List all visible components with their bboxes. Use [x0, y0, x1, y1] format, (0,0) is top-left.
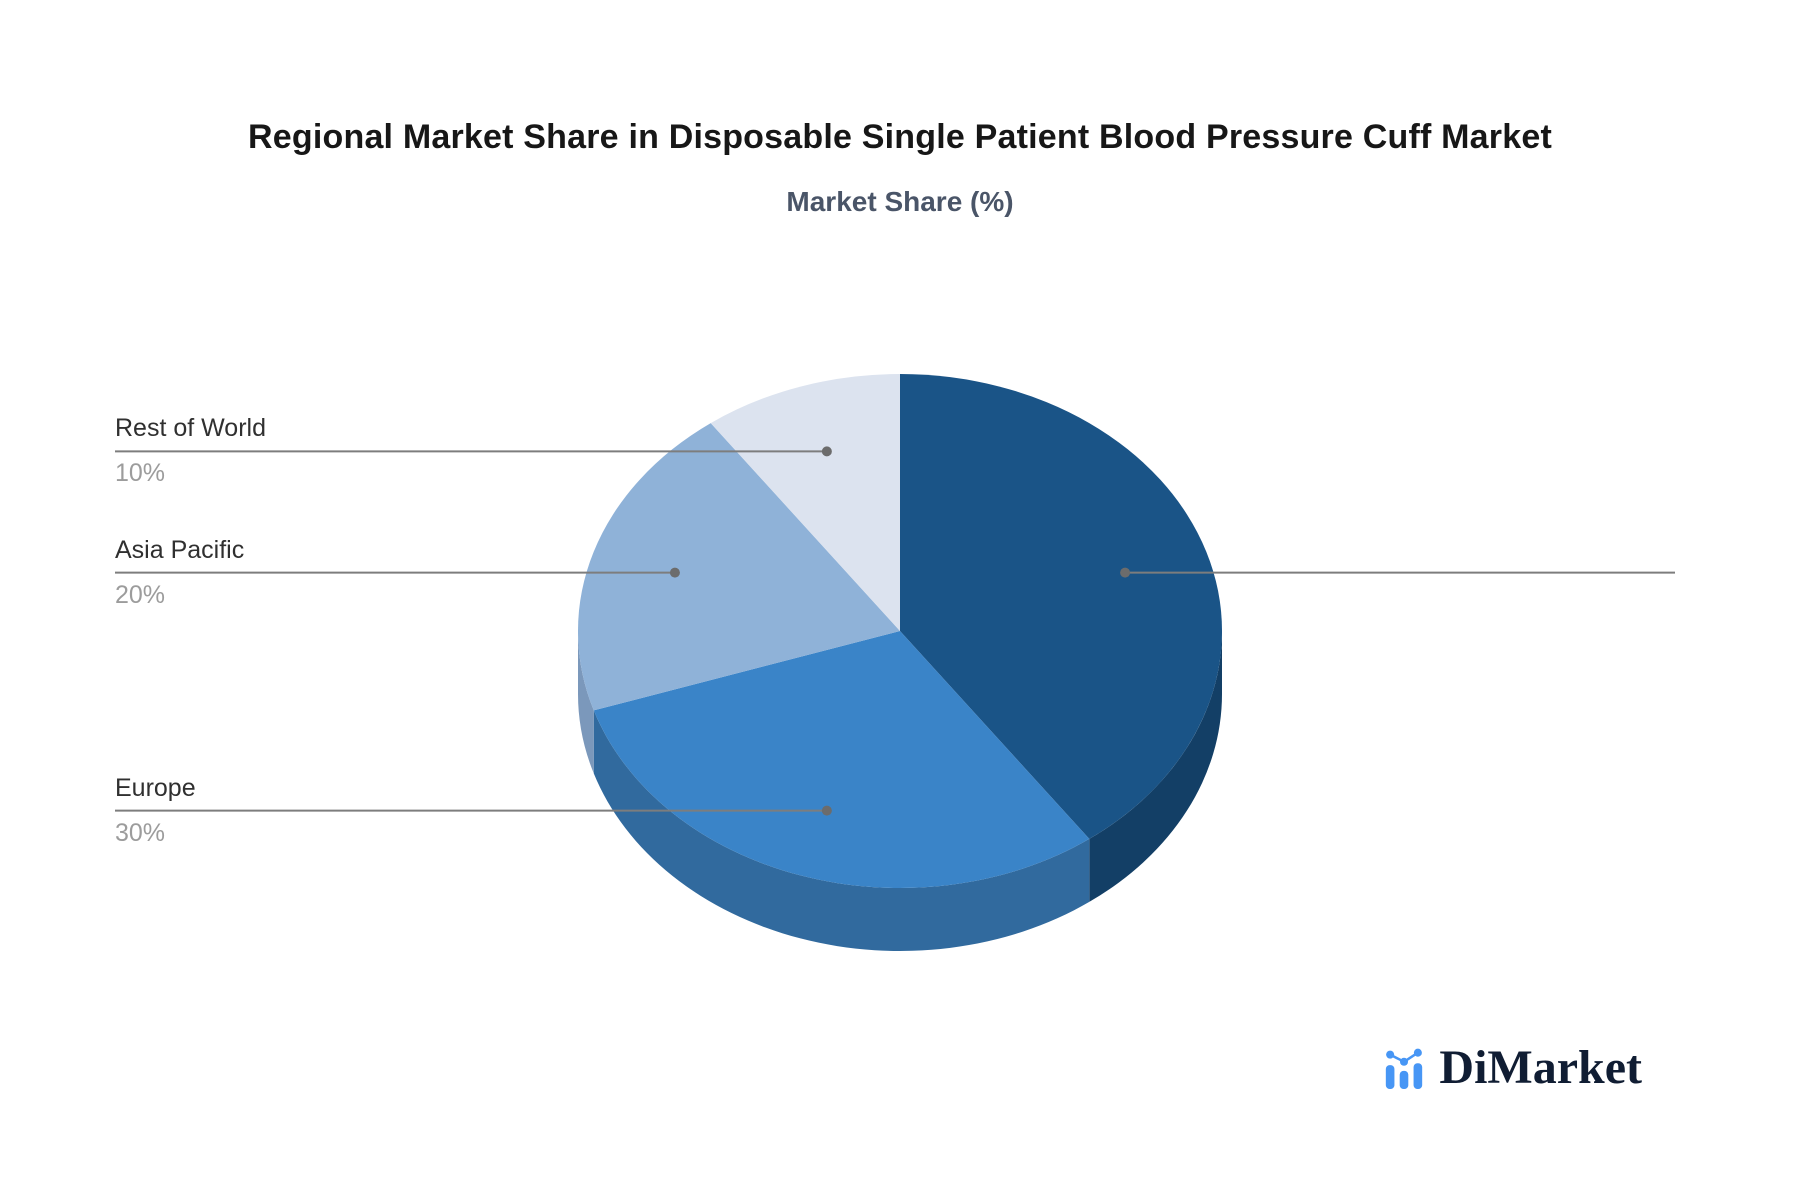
- chart-subtitle: Market Share (%): [786, 186, 1014, 217]
- pie-slice-rest-of-world[interactable]: [710, 374, 900, 631]
- pie-slice-europe[interactable]: [593, 631, 1090, 889]
- leader-dot: [669, 567, 680, 578]
- slice-value: 10%: [115, 459, 166, 488]
- slice-name: Europe: [115, 773, 196, 802]
- chart-title: Regional Market Share in Disposable Sing…: [248, 118, 1552, 156]
- brand-name: DiMarket: [1439, 1041, 1642, 1094]
- pie-slice-side-north-america: [1089, 631, 1222, 902]
- leader-dot: [1120, 567, 1131, 578]
- pie-slice-north-america[interactable]: [900, 374, 1223, 839]
- leader-dot: [821, 805, 832, 816]
- pie-slice-side-europe: [593, 710, 1090, 952]
- leader-dot: [821, 446, 832, 457]
- slice-name: Rest of World: [115, 414, 266, 443]
- pie-slice-asia-pacific[interactable]: [577, 423, 900, 711]
- brand-logo: DiMarket: [1382, 1044, 1642, 1092]
- bar-chart-icon: [1386, 1048, 1423, 1090]
- slice-value: 20%: [115, 580, 166, 609]
- slice-value: 30%: [115, 818, 166, 847]
- pie-slice-side-asia-pacific: [578, 631, 594, 774]
- slice-name: Asia Pacific: [115, 535, 245, 564]
